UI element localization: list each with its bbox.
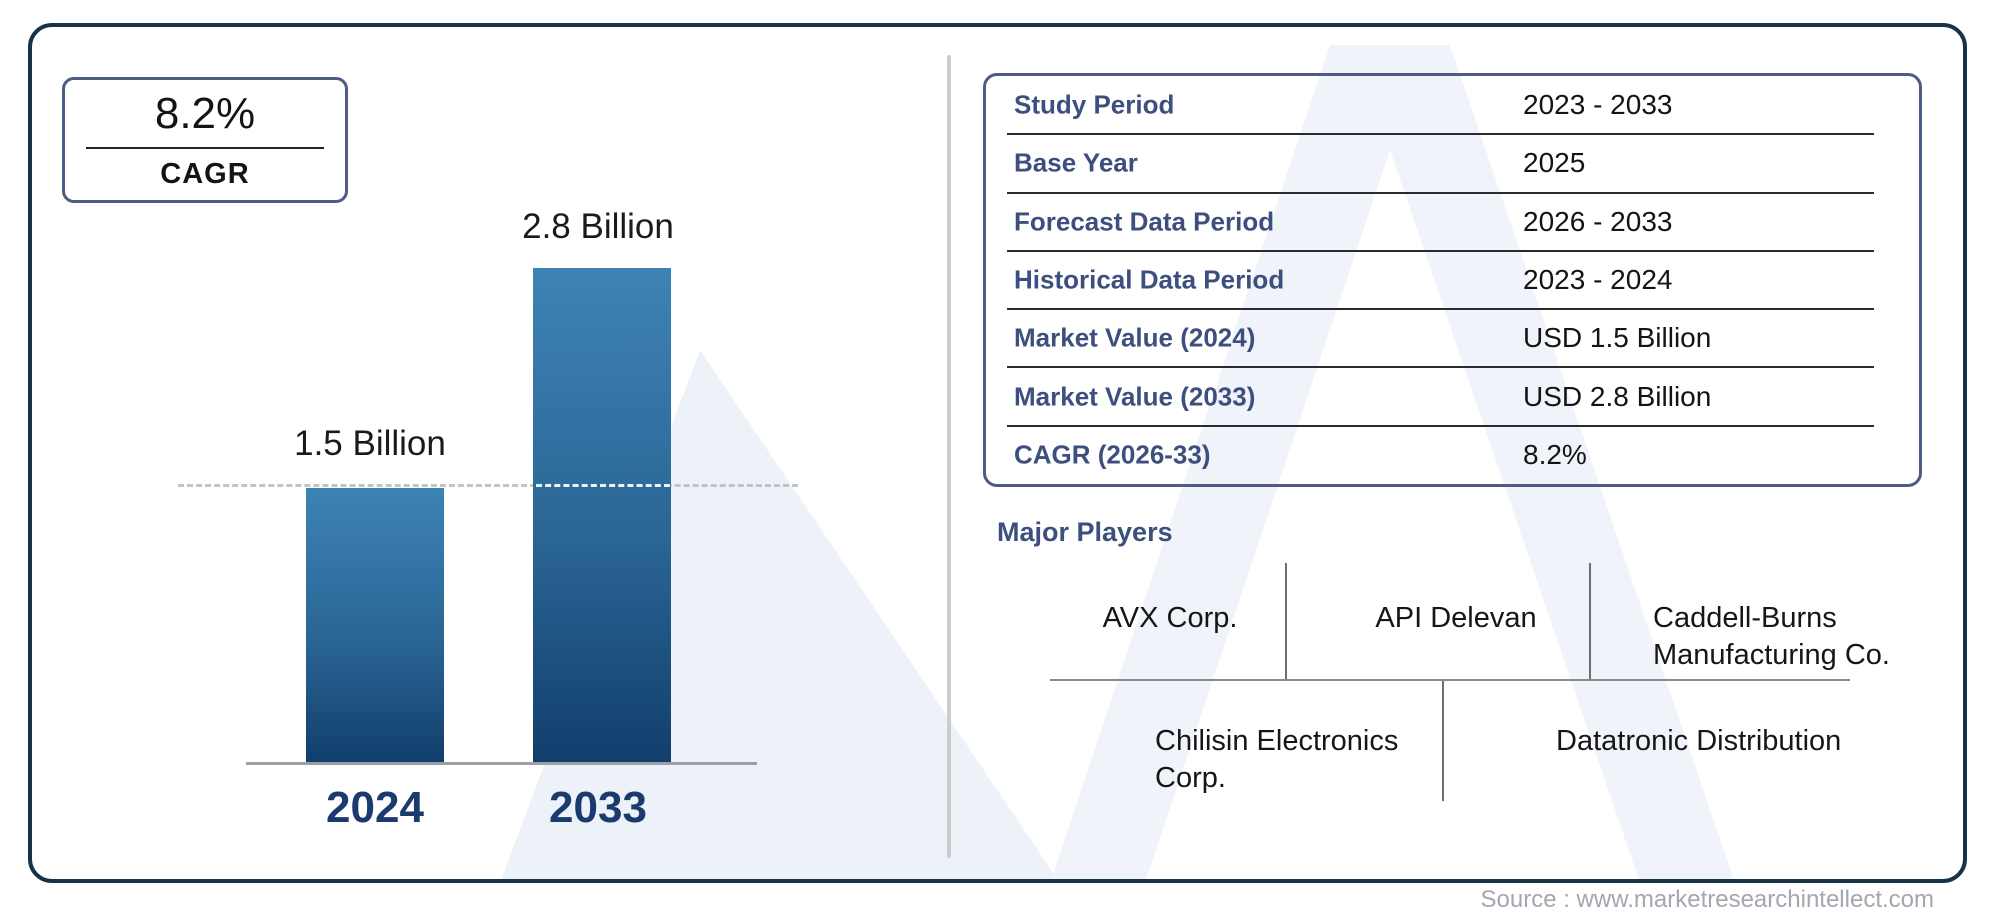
row-label: Market Value (2033) (1014, 381, 1256, 412)
x-axis-label-2033: 2033 (549, 783, 647, 832)
row-value: 2026 - 2033 (1523, 205, 1673, 237)
x-axis-baseline (246, 762, 757, 765)
cagr-value: 8.2% (86, 89, 324, 149)
player-name: API Delevan (1375, 602, 1537, 634)
row-value: 2023 - 2033 (1523, 89, 1673, 121)
row-label: Historical Data Period (1014, 264, 1285, 295)
major-players-heading: Major Players (997, 517, 1173, 547)
table-row: Study Period 2023 - 2033 (986, 76, 1919, 136)
player-name: Chilisin Electronics Corp. (1155, 725, 1399, 795)
players-divider-horizontal (1050, 679, 1850, 681)
row-value: USD 2.8 Billion (1523, 380, 1712, 412)
cagr-label: CAGR (160, 158, 250, 190)
player-name: AVX Corp. (1102, 602, 1238, 634)
table-row: Forecast Data Period 2026 - 2033 (986, 193, 1919, 253)
player-name: Datatronic Distribution (1556, 725, 1842, 757)
bar-2033 (533, 268, 671, 765)
players-divider-vertical (1589, 563, 1591, 679)
reference-dashed-line-overlay (536, 484, 670, 487)
table-row: Market Value (2024) USD 1.5 Billion (986, 309, 1919, 369)
players-divider-vertical (1285, 563, 1287, 679)
bar-value-label-2033: 2.8 Billion (522, 207, 674, 246)
reference-dashed-line (178, 484, 798, 487)
row-label: Base Year (1014, 147, 1138, 178)
row-label: Market Value (2024) (1014, 322, 1256, 353)
row-label: Study Period (1014, 89, 1175, 120)
cagr-callout-box: 8.2% CAGR (62, 77, 348, 203)
x-axis-label-2024: 2024 (326, 783, 424, 832)
row-value: 8.2% (1523, 438, 1587, 470)
panel-divider (947, 55, 951, 858)
row-value: 2023 - 2024 (1523, 263, 1673, 295)
table-row: Market Value (2033) USD 2.8 Billion (986, 367, 1919, 427)
bar-value-label-2024: 1.5 Billion (294, 424, 446, 463)
bar-2024 (306, 488, 444, 765)
source-attribution: Source : www.marketresearchintellect.com (1480, 886, 1935, 913)
table-row: Base Year 2025 (986, 134, 1919, 194)
table-row: CAGR (2026-33) 8.2% (986, 426, 1919, 484)
players-divider-vertical (1442, 681, 1444, 801)
player-name: Caddell-Burns Manufacturing Co. (1653, 602, 1890, 672)
table-row: Historical Data Period 2023 - 2024 (986, 251, 1919, 311)
row-value: USD 1.5 Billion (1523, 322, 1712, 354)
row-label: Forecast Data Period (1014, 206, 1275, 237)
row-label: CAGR (2026-33) (1014, 439, 1211, 470)
row-value: 2025 (1523, 147, 1586, 179)
study-info-table: Study Period 2023 - 2033 Base Year 2025 … (983, 73, 1922, 487)
